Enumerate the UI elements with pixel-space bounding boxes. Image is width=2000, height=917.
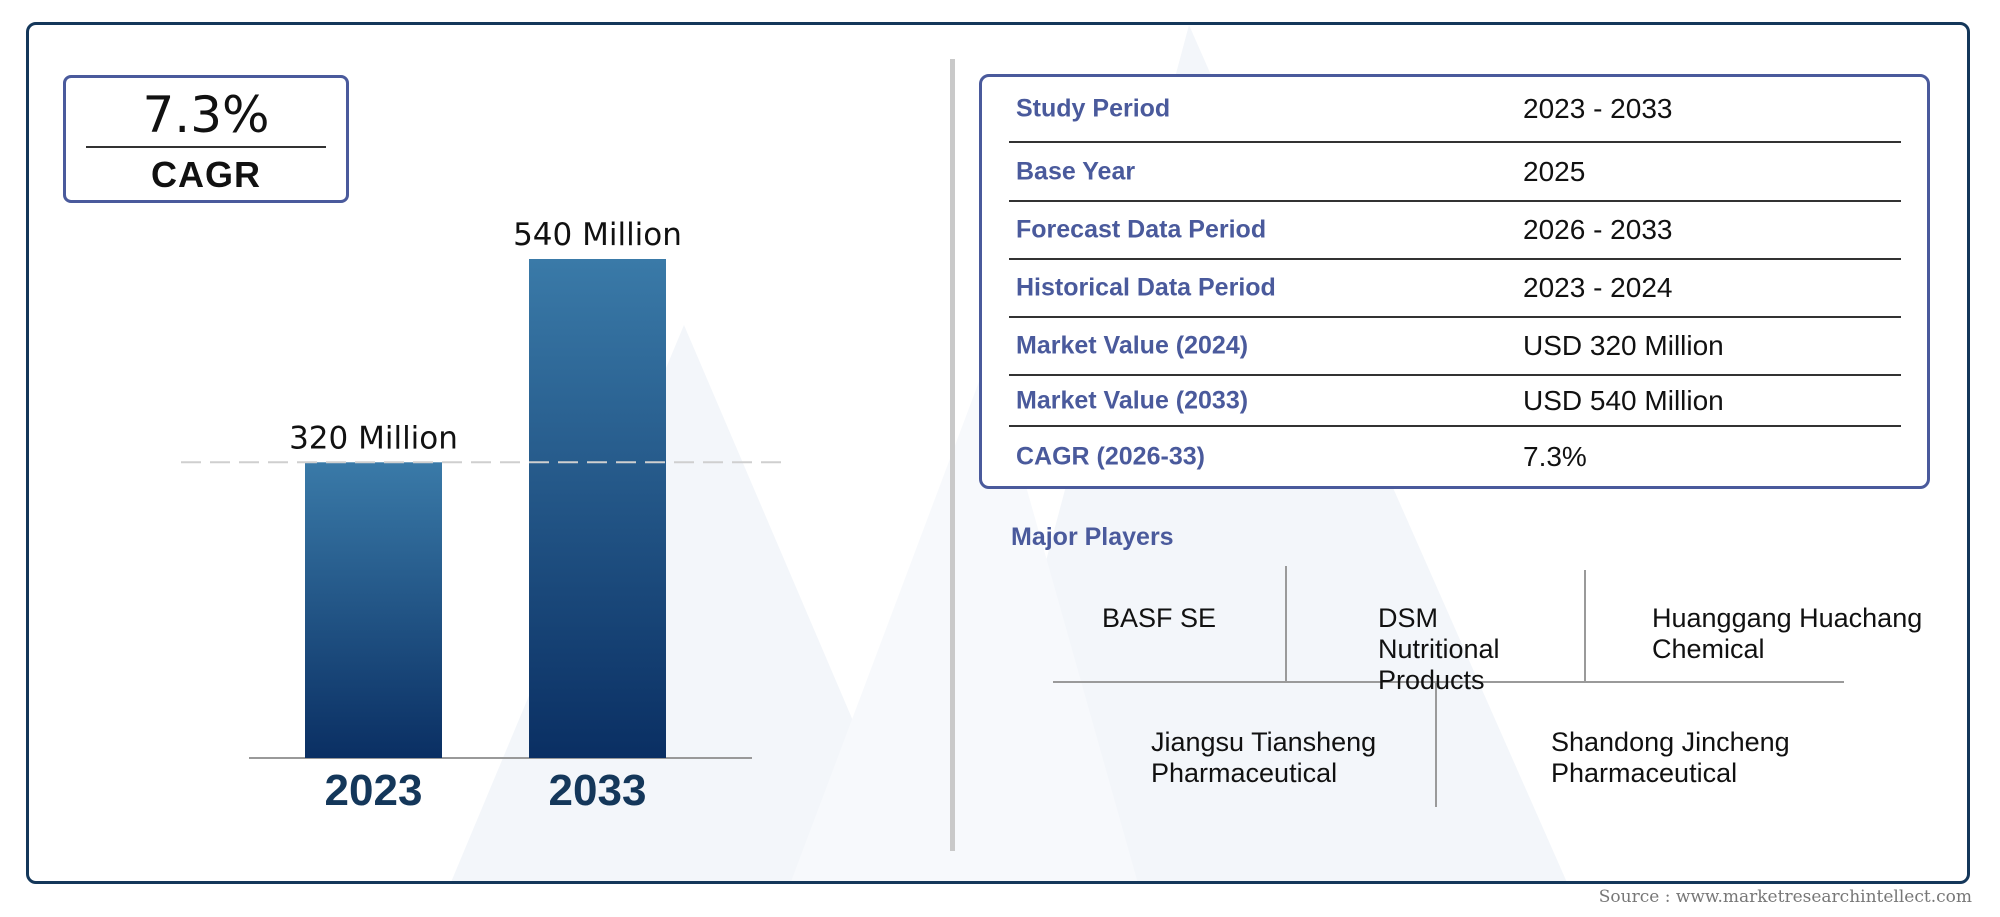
row-value: USD 320 Million — [1523, 330, 1724, 361]
panel-divider — [950, 59, 955, 851]
row-label: Study Period — [1016, 94, 1171, 123]
player-basf: BASF SE — [1102, 603, 1217, 633]
row-value: 2026 - 2033 — [1523, 214, 1673, 245]
table-row: Market Value (2033) USD 540 Million — [1009, 376, 1901, 427]
player-shandong: Shandong Jincheng Pharmaceutical — [1551, 727, 1790, 788]
category-label: 2023 — [325, 766, 423, 815]
cagr-summary-box: 7.3% CAGR — [63, 75, 349, 203]
row-label: Market Value (2033) — [1016, 386, 1249, 414]
cagr-divider — [86, 146, 326, 148]
table-row: Study Period 2023 - 2033 — [1009, 77, 1901, 143]
row-label: Forecast Data Period — [1016, 215, 1267, 244]
data-label: 540 Million — [513, 217, 682, 253]
row-value: 2025 — [1523, 155, 1586, 187]
bar-2033 — [529, 259, 666, 758]
player-jiangsu: Jiangsu Tiansheng Pharmaceutical — [1151, 727, 1377, 788]
row-value: 7.3% — [1523, 441, 1587, 472]
data-label: 320 Million — [289, 420, 458, 456]
report-card: 7.3% CAGR 320 Million 2023 540 Million 2033… — [26, 22, 1970, 884]
row-value: USD 540 Million — [1523, 384, 1724, 416]
row-label: Historical Data Period — [1016, 273, 1276, 302]
row-label: Market Value (2024) — [1016, 331, 1249, 360]
table-row: Forecast Data Period 2026 - 2033 — [1009, 202, 1901, 260]
major-players-title: Major Players — [1011, 523, 1174, 551]
source-credit: Source : www.marketresearchintellect.com — [1598, 887, 1972, 907]
table-row: Base Year 2025 — [1009, 143, 1901, 202]
row-value: 2023 - 2033 — [1523, 93, 1673, 124]
row-label: Base Year — [1016, 157, 1136, 185]
row-value: 2023 - 2024 — [1523, 272, 1673, 303]
players-divider — [1285, 566, 1287, 681]
players-divider — [1435, 683, 1437, 807]
table-row: Market Value (2024) USD 320 Million — [1009, 318, 1901, 376]
market-info-table: Study Period 2023 - 2033 Base Year 2025 … — [979, 74, 1930, 489]
row-label: CAGR (2026-33) — [1016, 442, 1205, 471]
bar-2023 — [305, 462, 442, 758]
player-dsm: DSM Nutritional Products — [1378, 603, 1500, 695]
category-label: 2033 — [549, 766, 647, 815]
players-divider — [1053, 681, 1844, 683]
table-row: Historical Data Period 2023 - 2024 — [1009, 260, 1901, 318]
players-divider — [1584, 570, 1586, 681]
market-bar-chart: 320 Million 2023 540 Million 2033 — [181, 217, 789, 815]
cagr-label: CAGR — [151, 154, 261, 195]
cagr-value: 7.3% — [142, 86, 270, 144]
table-row: CAGR (2026-33) 7.3% — [1009, 427, 1901, 487]
player-huanggang: Huanggang Huachang Chemical — [1652, 603, 1923, 664]
